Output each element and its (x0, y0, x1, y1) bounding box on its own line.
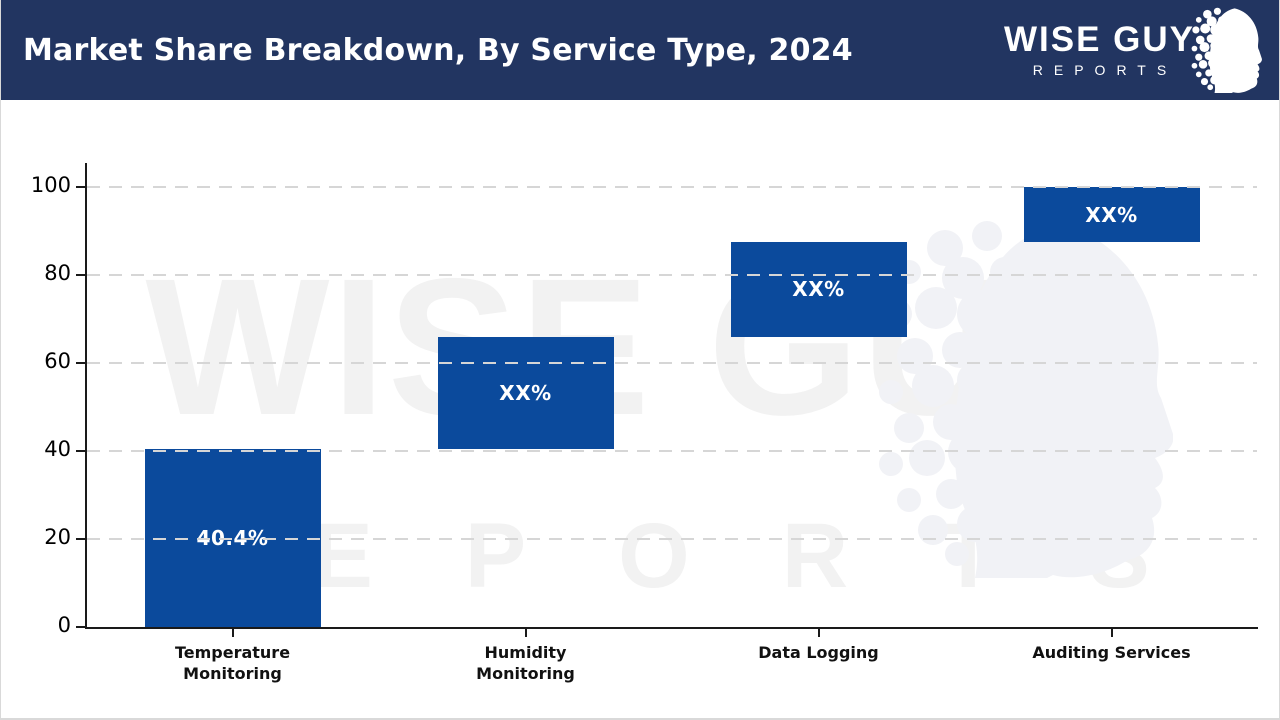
logo-subtitle: REPORTS (1032, 62, 1178, 78)
watermark-head-icon (873, 218, 1173, 578)
bar-value-label: XX% (1085, 202, 1138, 227)
waterfall-bar: XX% (437, 336, 614, 450)
x-axis-tick-mark (231, 629, 234, 637)
y-axis-tick-mark (76, 450, 85, 452)
logo-head-icon (1189, 7, 1263, 93)
y-axis-tick-label: 0 (57, 613, 71, 637)
x-axis-tick-mark (817, 629, 820, 637)
gridline (87, 362, 1257, 364)
gridline (87, 450, 1257, 452)
bar-value-label: XX% (499, 380, 552, 405)
x-axis-tick-mark (524, 629, 527, 637)
y-axis-tick-mark (76, 626, 85, 628)
header-bar: Market Share Breakdown, By Service Type,… (1, 0, 1279, 100)
watermark-text-line1: WISE GUY (145, 238, 1137, 456)
x-axis-category-label: Humidity Monitoring (476, 643, 575, 683)
waterfall-chart: WISE GUY REPORTS 0 20 40 60 80 100 40.4% XX% XX… (1, 100, 1279, 718)
x-axis-category-label: Data Logging (758, 643, 879, 662)
waterfall-bar: XX% (1023, 187, 1200, 242)
gridline (87, 538, 1257, 540)
y-axis-line (85, 163, 87, 629)
x-axis-tick-mark (1110, 629, 1113, 637)
y-axis-tick-label: 60 (44, 349, 71, 373)
x-axis-category-label: Temperature Monitoring (174, 643, 291, 683)
logo-text: WISE GUY REPORTS (1004, 22, 1195, 78)
gridline (87, 186, 1257, 188)
logo-name: WISE GUY (1003, 20, 1195, 59)
gridline (87, 274, 1257, 276)
y-axis-tick-mark (76, 362, 85, 364)
y-axis-tick-label: 20 (44, 525, 71, 549)
y-axis-tick-mark (76, 186, 85, 188)
x-axis-category-label: Auditing Services (1032, 643, 1191, 662)
y-axis-tick-label: 80 (44, 261, 71, 285)
y-axis-tick-mark (76, 538, 85, 540)
waterfall-bar: XX% (730, 242, 907, 337)
y-axis-tick-label: 40 (44, 437, 71, 461)
bar-value-label: XX% (792, 277, 845, 302)
y-axis-tick-label: 100 (30, 173, 71, 197)
wise-guy-reports-logo: WISE GUY REPORTS (1004, 7, 1263, 93)
x-axis-line (85, 627, 1258, 629)
y-axis-tick-mark (76, 274, 85, 276)
chart-title: Market Share Breakdown, By Service Type,… (23, 32, 853, 68)
